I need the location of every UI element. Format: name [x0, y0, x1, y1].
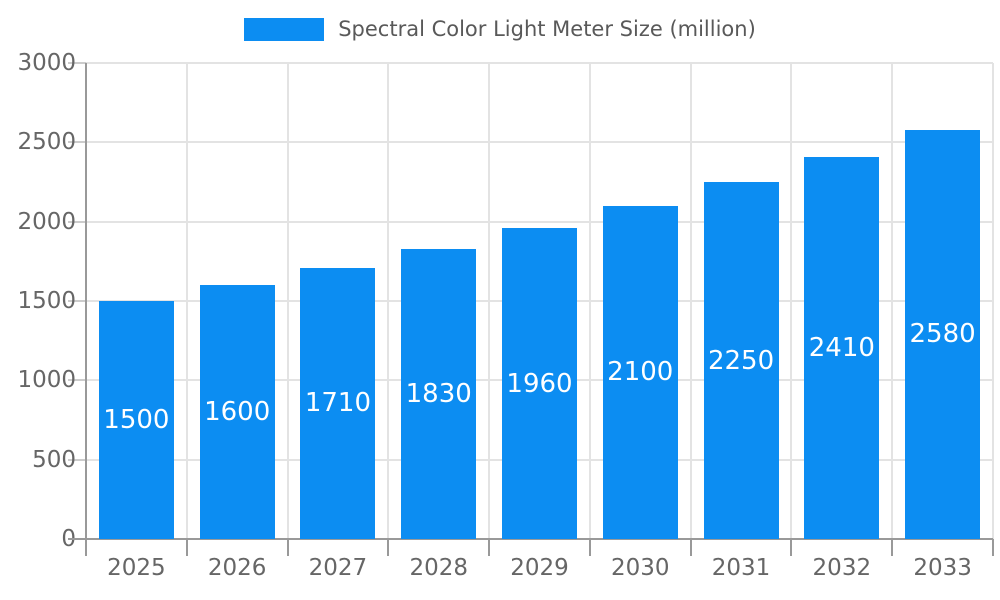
x-axis-line: [68, 538, 993, 540]
y-tick-label: 0: [6, 526, 76, 552]
legend-swatch[interactable]: [244, 18, 325, 41]
x-axis-tick: [488, 539, 491, 556]
bar-value-label: 1710: [304, 388, 372, 419]
bar-value-label: 2250: [707, 345, 775, 376]
y-tick-label: 2000: [17, 208, 76, 235]
y-axis-tick: [68, 458, 86, 461]
x-tick-label: 2027: [308, 555, 368, 581]
bar[interactable]: [502, 228, 577, 539]
y-axis-tick: [68, 141, 86, 144]
gridline-vertical: [588, 63, 591, 539]
y-tick-label: 2500: [17, 129, 76, 156]
bar[interactable]: [199, 285, 275, 539]
bar-value-label: 2580: [909, 319, 976, 350]
gridline-horizontal: [86, 141, 993, 144]
x-axis-tick: [891, 539, 894, 556]
x-axis-tick: [185, 539, 188, 556]
bar[interactable]: [98, 301, 174, 539]
chart-legend[interactable]: Spectral Color Light Meter Size (million…: [0, 17, 1000, 42]
bar-value-label: 1830: [405, 378, 472, 409]
bar[interactable]: [602, 205, 678, 539]
x-axis-tick: [689, 539, 692, 556]
x-tick-label: 2030: [610, 555, 670, 581]
x-tick-label: 2028: [409, 555, 468, 581]
x-tick-label: 2025: [107, 555, 166, 581]
x-tick-label: 2033: [913, 555, 972, 581]
bar-value-label: 1960: [506, 368, 573, 399]
x-axis-tick: [992, 539, 994, 556]
gridline-vertical: [488, 63, 491, 539]
bar[interactable]: [703, 182, 779, 539]
y-axis-tick: [68, 62, 86, 64]
y-tick-label: 1000: [17, 367, 76, 394]
y-tick-label: 3000: [17, 50, 76, 76]
bar[interactable]: [401, 248, 477, 539]
y-axis-line: [85, 63, 87, 556]
bar-value-label: 1500: [103, 405, 170, 435]
gridline-vertical: [185, 63, 188, 539]
bar-value-label: 2410: [808, 332, 875, 363]
x-tick-label: 2026: [207, 555, 267, 581]
gridline-vertical: [790, 63, 793, 539]
x-axis-tick: [588, 539, 591, 556]
x-tick-label: 2031: [711, 555, 771, 581]
y-tick-label: 1500: [17, 288, 76, 314]
y-axis-tick: [68, 379, 86, 382]
x-axis-tick: [286, 539, 289, 556]
y-axis-tick: [68, 220, 86, 223]
bar[interactable]: [300, 267, 376, 539]
y-axis-tick: [68, 300, 86, 302]
bar[interactable]: [804, 156, 880, 539]
bar-value-label: 2100: [607, 357, 674, 388]
gridline-vertical: [286, 63, 289, 539]
gridline-vertical: [891, 63, 894, 539]
gridline-horizontal: [86, 220, 993, 223]
y-tick-label: 500: [32, 446, 76, 473]
gridline-vertical: [689, 63, 692, 539]
gridline-vertical: [992, 63, 994, 539]
x-axis-tick: [790, 539, 793, 556]
x-axis-tick: [387, 539, 390, 556]
x-tick-label: 2032: [812, 555, 872, 581]
x-tick-label: 2029: [510, 555, 569, 581]
bar-value-label: 1600: [204, 397, 271, 428]
gridline-vertical: [387, 63, 390, 539]
bar[interactable]: [905, 129, 981, 539]
legend-label[interactable]: Spectral Color Light Meter Size (million…: [338, 17, 756, 41]
gridline-horizontal: [86, 62, 993, 64]
